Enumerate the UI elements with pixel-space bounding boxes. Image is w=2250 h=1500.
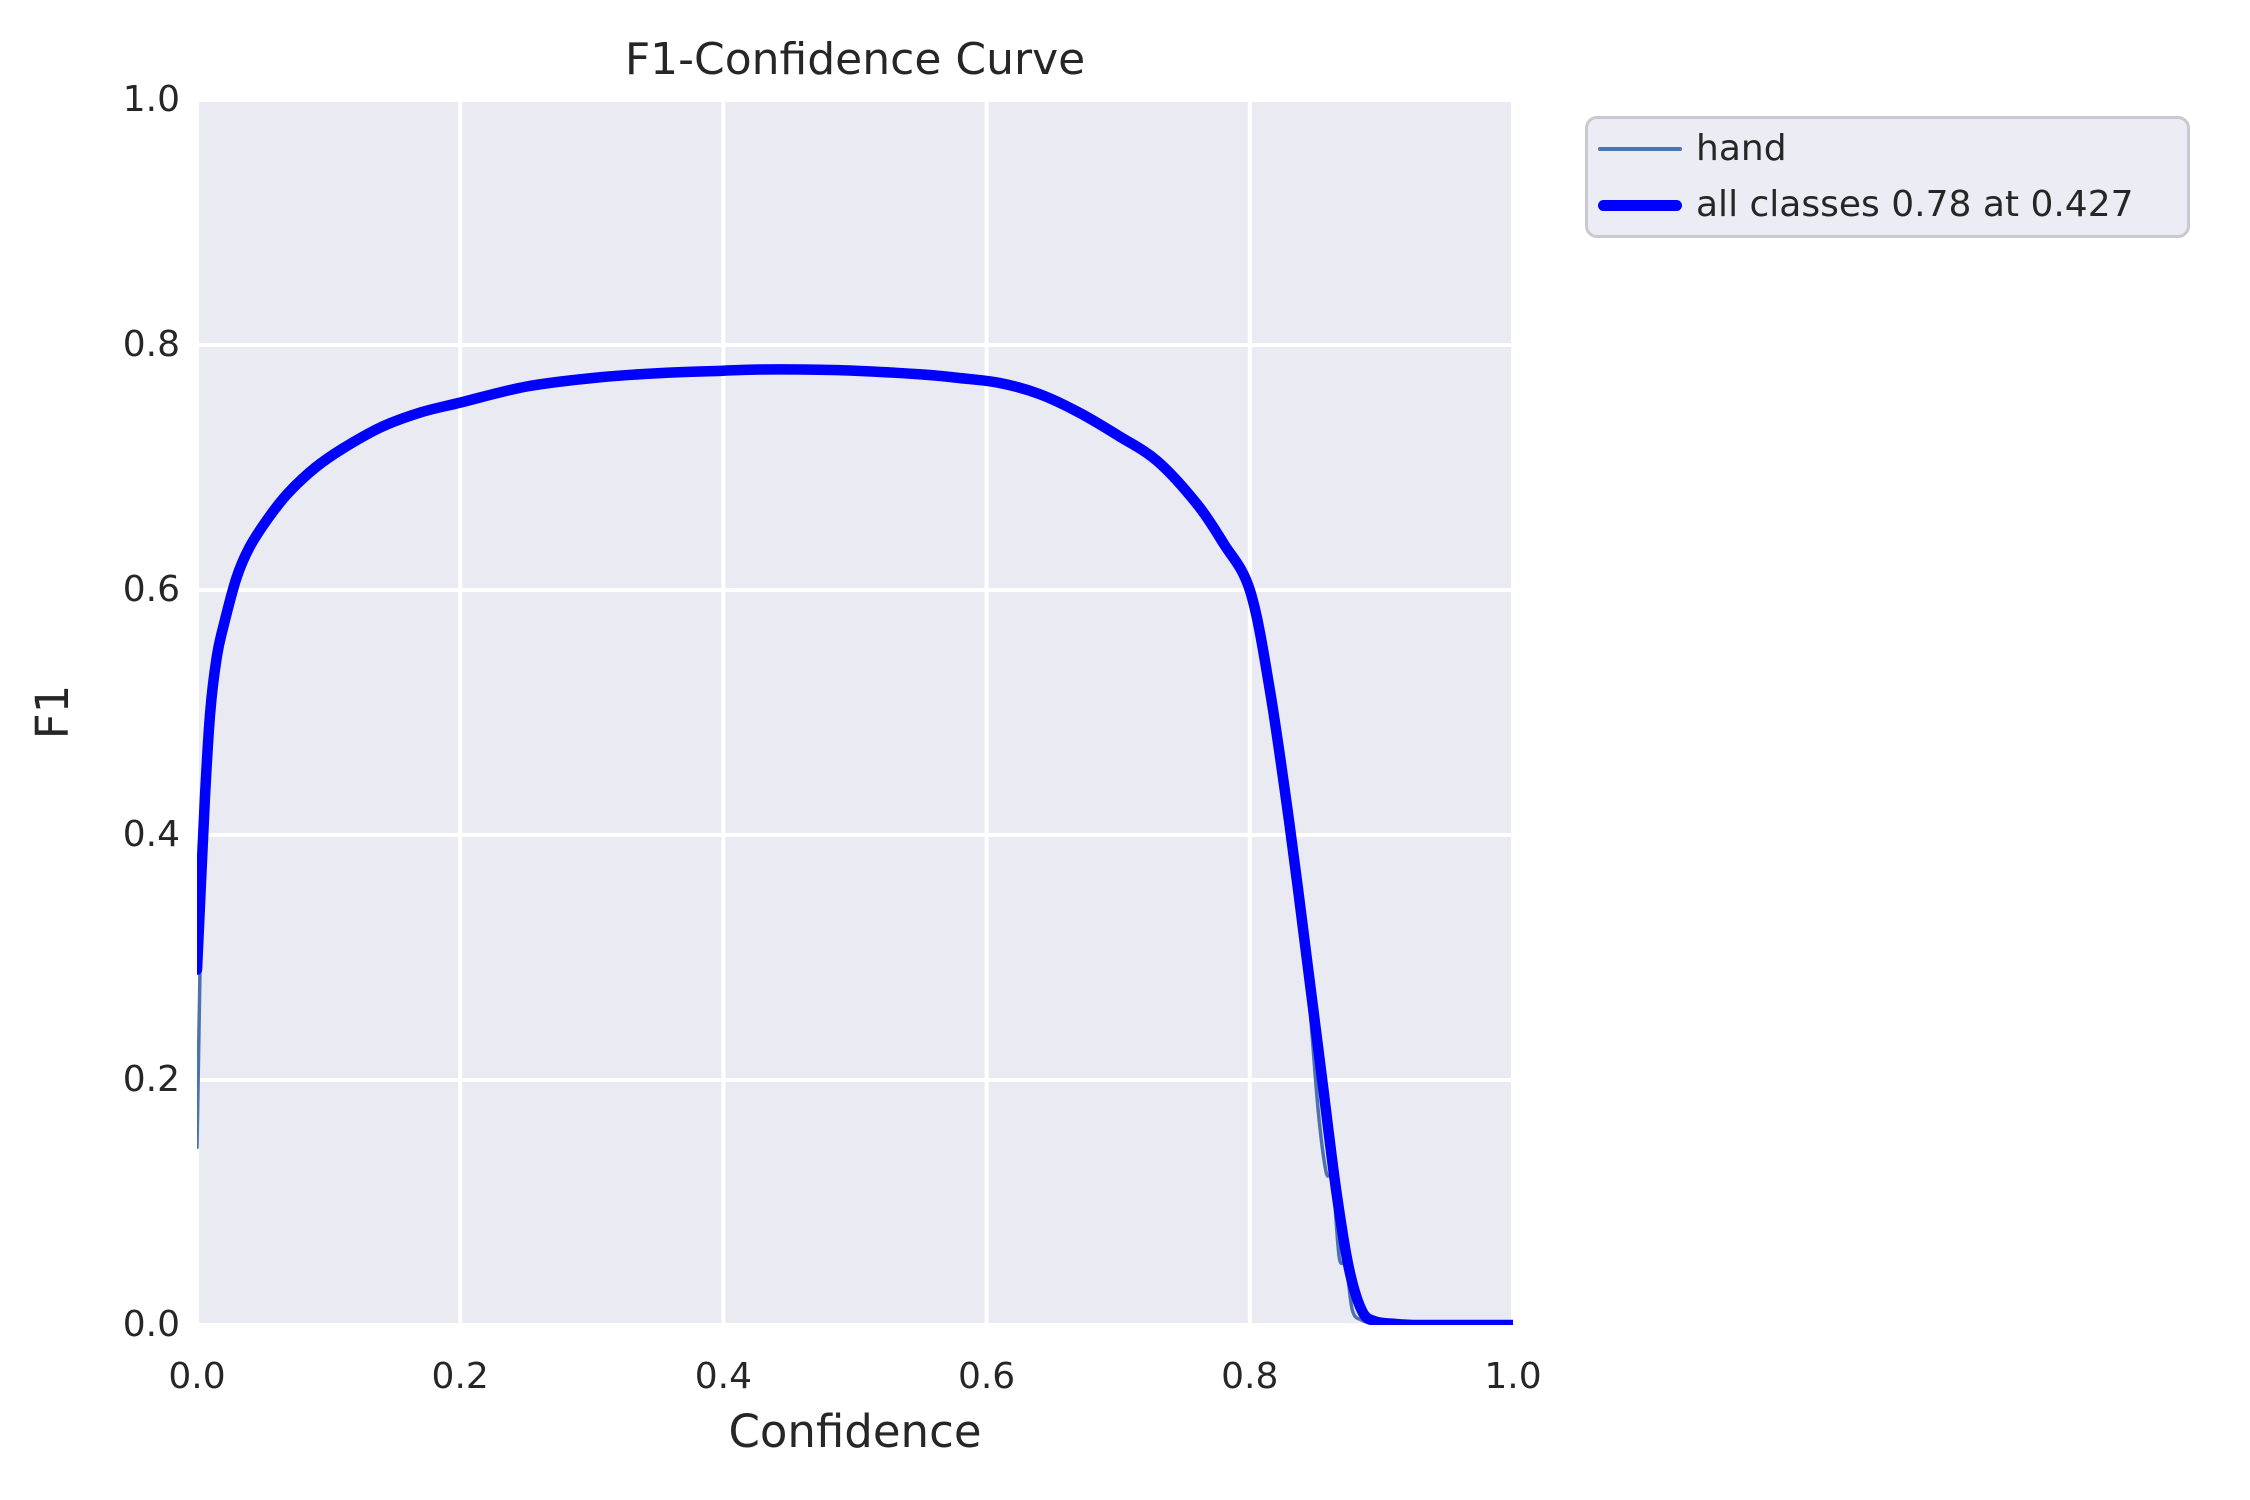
legend-item-all-classes: all classes 0.78 at 0.427 xyxy=(1588,183,2187,227)
y-tick-label: 0.4 xyxy=(122,814,180,855)
chart-title: F1-Confidence Curve xyxy=(624,34,1086,85)
y-tick-label: 0.6 xyxy=(122,569,180,610)
legend-label-all-classes: all classes 0.78 at 0.427 xyxy=(1696,184,2134,225)
x-tick-label: 1.0 xyxy=(1484,1356,1542,1397)
x-tick-label: 0.8 xyxy=(1221,1356,1279,1397)
legend-label-hand: hand xyxy=(1696,128,1787,169)
y-tick-label: 1.0 xyxy=(122,79,180,120)
plot-canvas xyxy=(197,100,1513,1325)
x-tick-label: 0.0 xyxy=(168,1356,226,1397)
y-tick-label: 0.8 xyxy=(122,324,180,365)
x-axis-label: Confidence xyxy=(728,1405,982,1458)
legend-item-hand: hand xyxy=(1588,127,2187,171)
legend-line-swatch-all-classes xyxy=(1598,199,1682,211)
x-tick-label: 0.4 xyxy=(694,1356,753,1397)
plot-area xyxy=(197,100,1513,1325)
x-tick-label: 0.6 xyxy=(957,1356,1016,1397)
legend: hand all classes 0.78 at 0.427 xyxy=(1585,116,2190,238)
y-tick-label: 0.0 xyxy=(122,1304,180,1345)
y-axis-label: F1 xyxy=(26,684,79,740)
y-tick-label: 0.2 xyxy=(122,1059,180,1100)
x-tick-label: 0.2 xyxy=(431,1356,489,1397)
legend-line-swatch-hand xyxy=(1598,147,1682,151)
